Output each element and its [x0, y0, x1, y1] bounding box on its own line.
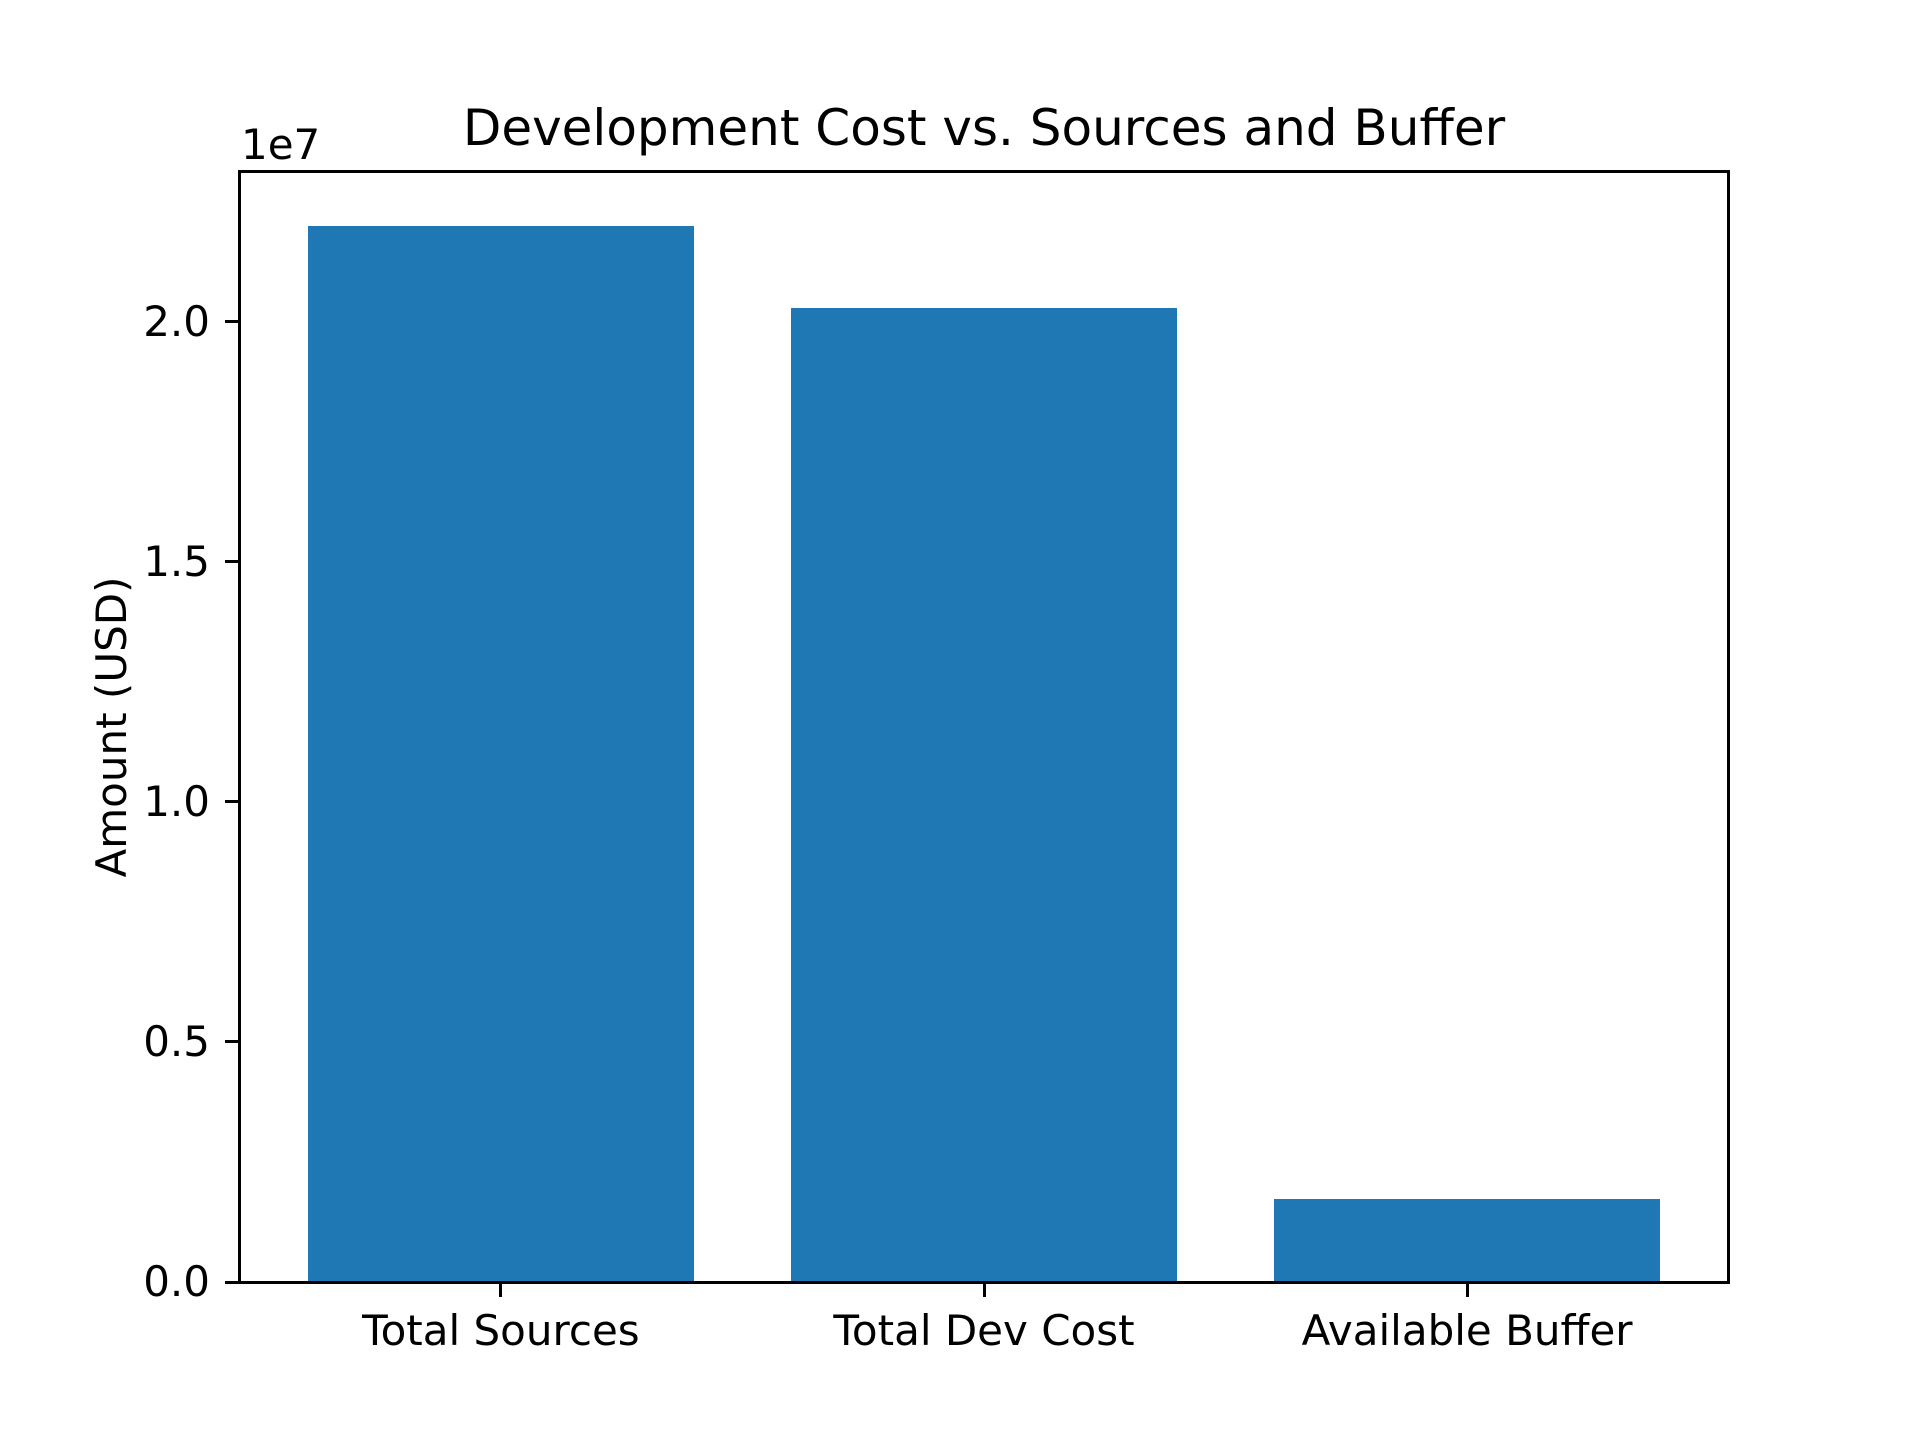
y-tick-label: 2.0	[143, 296, 210, 346]
y-tick-label: 1.5	[143, 536, 210, 586]
x-tick-label: Total Sources	[362, 1306, 640, 1355]
y-tick-mark	[225, 1040, 240, 1044]
bar-1	[790, 308, 1178, 1282]
x-tick-label: Available Buffer	[1301, 1306, 1633, 1355]
y-tick-mark	[225, 1280, 240, 1284]
y-tick-mark	[225, 560, 240, 564]
x-tick-mark	[982, 1282, 986, 1297]
bar-0	[307, 225, 695, 1282]
bar-2	[1273, 1199, 1661, 1282]
x-tick-label: Total Dev Cost	[833, 1306, 1135, 1355]
y-tick-label: 0.5	[143, 1016, 210, 1066]
y-axis-offset-label: 1e7	[241, 120, 321, 169]
x-tick-mark	[499, 1282, 503, 1297]
x-tick-mark	[1465, 1282, 1469, 1297]
chart-title: Development Cost vs. Sources and Buffer	[462, 99, 1506, 157]
y-axis-label: Amount (USD)	[87, 576, 136, 878]
y-tick-mark	[225, 320, 240, 324]
y-tick-mark	[225, 800, 240, 804]
y-tick-label: 1.0	[143, 776, 210, 826]
y-tick-label: 0.0	[143, 1257, 210, 1306]
bars-layer	[240, 173, 1728, 1282]
